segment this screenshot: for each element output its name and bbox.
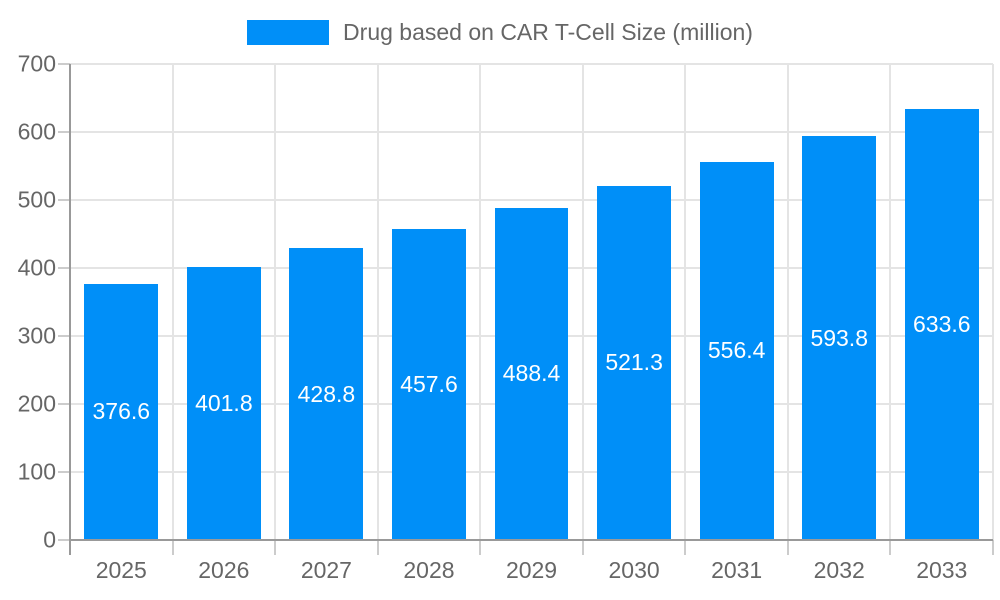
bar: 521.3 [597,185,672,540]
bar-value-label: 428.8 [297,380,356,407]
y-axis-labels: 0 100 200 300 400 500 600 700 [0,51,56,553]
bar-value-label: 633.6 [913,311,971,338]
bar-column: 401.8 [173,64,276,540]
x-tick-mark [274,540,277,555]
x-axis-category-label: 2028 [403,557,455,583]
x-axis-category-label: 2032 [813,557,865,583]
bar: 401.8 [186,266,261,540]
y-tick-mark [58,199,70,201]
bar: 428.8 [289,248,364,540]
x-tick-mark [889,540,892,555]
bar-column: 593.8 [788,64,891,540]
x-axis-category-label: 2031 [711,557,763,583]
legend[interactable]: Drug based on CAR T-Cell Size (million) [0,16,1000,48]
y-axis-line [69,64,71,540]
legend-swatch [247,19,330,45]
x-axis-category-label: 2033 [916,557,968,583]
v-gridline [992,64,994,540]
v-gridline [581,64,584,540]
x-axis-category-label: 2029 [505,557,558,583]
v-gridline [786,64,789,540]
bar-value-label: 521.3 [605,349,663,376]
bar-value-label: 376.6 [92,398,151,425]
bar-column: 428.8 [275,64,378,540]
x-axis-ticks [69,540,994,555]
y-axis-tick-label: 400 [17,254,56,281]
bar: 556.4 [699,161,774,540]
x-axis-category-label: 2025 [95,557,147,583]
x-tick-mark [684,540,687,555]
v-gridline [274,64,277,540]
bar-value-label: 556.4 [707,337,766,364]
bar-value-label: 457.6 [400,370,458,397]
v-gridline [684,64,687,540]
h-gridline [70,63,993,65]
bar: 633.6 [904,109,979,540]
bar: 457.6 [392,228,466,540]
h-gridline [70,131,993,133]
bar: 376.6 [84,283,159,540]
y-axis-tick-label: 700 [17,50,56,77]
y-tick-mark [58,63,70,65]
legend-label: Drug based on CAR T-Cell Size (million) [343,18,753,45]
y-tick-mark [58,267,70,269]
y-tick-mark [58,335,70,337]
y-tick-mark [58,471,70,473]
y-axis-tick-label: 0 [43,526,56,553]
v-gridline [376,64,379,540]
v-gridline [171,64,174,540]
bar-value-label: 593.8 [810,324,868,351]
bar: 593.8 [802,136,877,540]
bar-column: 633.6 [891,64,994,540]
x-tick-mark [581,540,584,555]
x-tick-mark [992,540,994,555]
bar-column: 556.4 [685,64,788,540]
bar-column: 488.4 [480,64,583,540]
plot-area: 376.6 401.8 428.8 457.6 488.4 521.3 556.4 593.8… [70,63,994,540]
x-axis-category-label: 2027 [300,557,352,583]
bar-value-label: 488.4 [502,360,561,387]
x-tick-mark [69,540,71,555]
h-gridline [70,199,993,201]
y-axis-tick-label: 200 [17,390,56,417]
y-tick-mark [58,539,70,541]
x-axis-category-label: 2030 [608,557,660,583]
v-gridline [479,64,482,540]
x-tick-mark [171,540,174,555]
y-axis-tick-label: 300 [17,322,56,349]
x-axis-labels: 2025 2026 2027 2028 2029 2030 2031 2032 2033 [70,553,993,587]
bar-column: 521.3 [583,64,686,540]
x-tick-mark [479,540,482,555]
y-axis-tick-label: 600 [17,118,56,145]
bar-column: 457.6 [378,64,481,540]
y-tick-mark [58,403,70,405]
x-axis-line [70,539,993,541]
bar-column: 376.6 [70,64,173,540]
y-axis-tick-label: 100 [17,458,56,485]
bar: 488.4 [494,207,569,540]
x-tick-mark [376,540,379,555]
y-axis-tick-label: 500 [17,186,56,213]
bars-container: 376.6 401.8 428.8 457.6 488.4 521.3 556.4 593.8… [70,64,993,540]
bar-value-label: 401.8 [195,389,253,416]
y-axis-ticks [58,63,70,541]
x-tick-mark [786,540,789,555]
y-tick-mark [58,131,70,133]
v-gridline [889,64,892,540]
x-axis-category-label: 2026 [198,557,250,583]
